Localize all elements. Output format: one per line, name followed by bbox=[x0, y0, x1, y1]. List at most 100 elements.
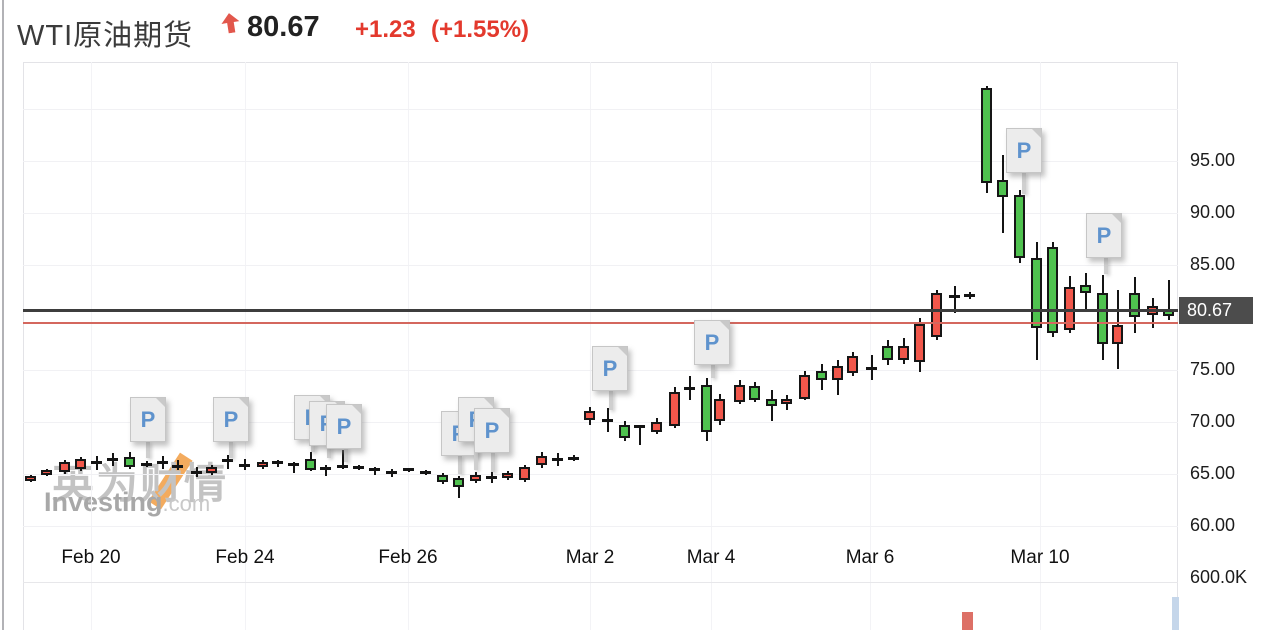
bearish-candle bbox=[257, 462, 268, 468]
dividend-marker-flag[interactable]: P bbox=[1006, 128, 1042, 173]
volume-axis-tick-label: 600.0K bbox=[1190, 567, 1248, 587]
event-marker-stem bbox=[711, 364, 715, 378]
date-axis-label: Mar 2 bbox=[565, 547, 615, 568]
bearish-candle bbox=[669, 391, 680, 426]
candle-wick bbox=[325, 464, 327, 476]
candle-wick bbox=[954, 286, 956, 314]
marker-fold-corner bbox=[484, 398, 493, 407]
dividend-marker-flag[interactable]: P bbox=[592, 346, 628, 391]
bullish-candle bbox=[124, 457, 135, 467]
candle-wick bbox=[1168, 279, 1170, 320]
bullish-candle bbox=[766, 398, 777, 407]
bearish-candle bbox=[1064, 287, 1075, 330]
price-change-percent: (+1.55%) bbox=[431, 16, 530, 43]
bearish-candle bbox=[651, 421, 662, 433]
doji-candle bbox=[172, 465, 183, 469]
event-marker-stem bbox=[474, 441, 478, 470]
last-price-value: 80.67 bbox=[247, 11, 320, 43]
date-axis-label: Feb 24 bbox=[215, 547, 275, 568]
bearish-candle bbox=[847, 356, 858, 373]
dividend-marker-flag[interactable]: P bbox=[326, 404, 362, 449]
doji-candle bbox=[157, 460, 168, 464]
volume-bar bbox=[1172, 597, 1179, 630]
bearish-candle bbox=[799, 374, 810, 399]
marker-fold-corner bbox=[156, 398, 165, 407]
candle-wick bbox=[293, 462, 295, 473]
doji-candle bbox=[964, 294, 975, 298]
date-axis-label: Mar 10 bbox=[1010, 547, 1070, 568]
dividend-marker-flag[interactable]: P bbox=[694, 320, 730, 365]
event-marker-stem bbox=[1022, 172, 1026, 194]
date-axis-label: Mar 4 bbox=[686, 547, 736, 568]
bullish-candle bbox=[1080, 285, 1091, 294]
doji-candle bbox=[684, 386, 695, 390]
dividend-marker-flag[interactable]: P bbox=[213, 397, 249, 442]
price-axis-tick-label: 90.00 bbox=[1190, 202, 1236, 222]
candle-wick bbox=[227, 455, 229, 469]
event-marker-stem bbox=[229, 441, 233, 458]
volume-pane-divider bbox=[23, 582, 1178, 583]
bullish-candle bbox=[437, 474, 448, 483]
marker-fold-corner bbox=[720, 321, 729, 330]
bullish-candle bbox=[453, 478, 464, 488]
event-marker-stem bbox=[146, 441, 150, 458]
quote-header: WTI原油期货 80.67 +1.23 (+1.55%) bbox=[0, 0, 1286, 62]
bullish-candle bbox=[701, 385, 712, 433]
bearish-candle bbox=[25, 475, 36, 482]
date-axis-label: Mar 6 bbox=[845, 547, 895, 568]
event-marker-stem bbox=[609, 390, 613, 410]
event-marker-stem bbox=[458, 455, 462, 474]
price-axis-tick-label: 65.00 bbox=[1190, 463, 1236, 483]
bullish-candle bbox=[1031, 257, 1042, 328]
event-marker-stem bbox=[344, 448, 348, 462]
doji-candle bbox=[949, 295, 960, 299]
last-price-line bbox=[23, 309, 1178, 312]
previous-close-line bbox=[23, 322, 1178, 324]
bearish-candle bbox=[584, 411, 595, 420]
doji-candle bbox=[91, 460, 102, 464]
bullish-candle bbox=[981, 87, 992, 183]
price-axis-tick-label: 60.00 bbox=[1190, 515, 1236, 535]
gridline-vertical bbox=[870, 62, 871, 630]
bullish-candle bbox=[619, 424, 630, 439]
doji-candle bbox=[141, 463, 152, 466]
dividend-marker-flag[interactable]: P bbox=[474, 408, 510, 453]
gridline-horizontal bbox=[23, 109, 1178, 110]
event-marker-stem bbox=[491, 452, 495, 472]
bearish-candle bbox=[1112, 324, 1123, 344]
bullish-candle bbox=[1014, 195, 1025, 258]
bearish-candle bbox=[734, 385, 745, 402]
gridline-horizontal bbox=[23, 422, 1178, 423]
price-axis-tick-label: 70.00 bbox=[1190, 411, 1236, 431]
marker-fold-corner bbox=[320, 396, 329, 405]
gridline-vertical bbox=[91, 62, 92, 630]
event-marker-stem bbox=[327, 445, 331, 458]
price-axis-tick-label: 85.00 bbox=[1190, 254, 1236, 274]
doji-candle bbox=[239, 464, 250, 468]
bearish-candle bbox=[502, 472, 513, 479]
doji-candle bbox=[866, 367, 877, 371]
marker-fold-corner bbox=[239, 398, 248, 407]
instrument-title: WTI原油期货 bbox=[17, 20, 194, 52]
bearish-candle bbox=[714, 398, 725, 421]
dividend-marker-flag[interactable]: P bbox=[130, 397, 166, 442]
gridline-horizontal bbox=[23, 213, 1178, 214]
price-axis-tick-label: 95.00 bbox=[1190, 150, 1236, 170]
doji-candle bbox=[552, 457, 563, 461]
marker-fold-corner bbox=[500, 409, 509, 418]
candle-wick bbox=[177, 460, 179, 470]
bullish-candle bbox=[305, 459, 316, 470]
bullish-candle bbox=[1129, 293, 1140, 318]
watermark-investing-en: Investing.com bbox=[44, 487, 210, 518]
doji-candle bbox=[386, 471, 397, 475]
gridline-horizontal bbox=[23, 265, 1178, 266]
bearish-candle bbox=[536, 456, 547, 465]
bullish-candle bbox=[882, 345, 893, 361]
dividend-marker-flag[interactable]: P bbox=[1086, 213, 1122, 258]
gridline-horizontal bbox=[23, 526, 1178, 527]
candle-wick bbox=[342, 449, 344, 469]
bearish-candle bbox=[41, 469, 52, 475]
date-axis-label: Feb 20 bbox=[61, 547, 121, 568]
marker-fold-corner bbox=[618, 347, 627, 356]
